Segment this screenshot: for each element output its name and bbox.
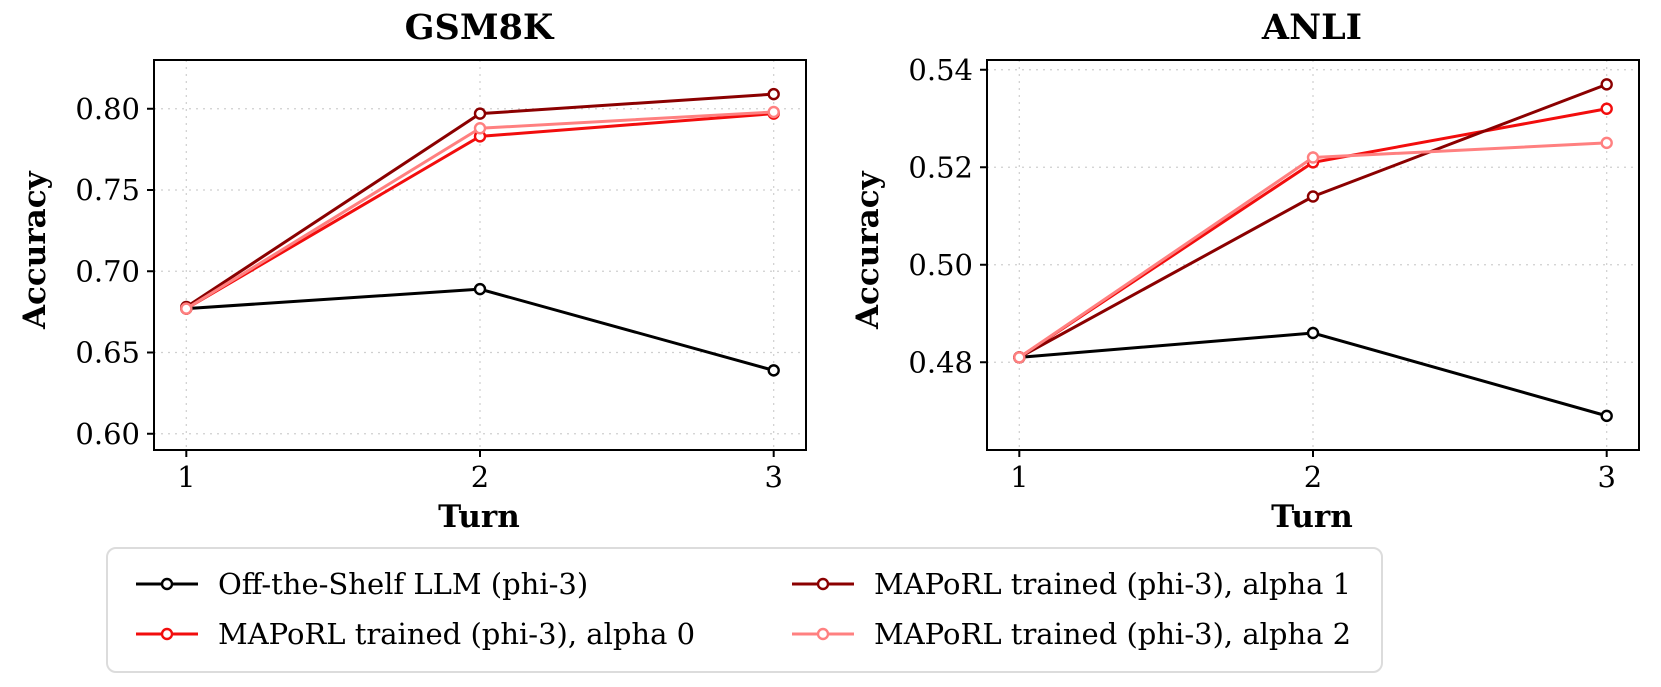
- y-tick-label: 0.70: [75, 254, 140, 288]
- x-tick-label: 2: [1304, 460, 1322, 494]
- data-point-marker: [473, 282, 487, 296]
- legend-entry: MAPoRL trained (phi-3), alpha 2: [790, 617, 1351, 651]
- plot-area-anli: 1 2 3 0.48 0.50 0.52 0.54: [889, 50, 1651, 497]
- data-point-marker: [473, 107, 487, 120]
- charts-row: GSM8K Accuracy 1 2 3 0.60 0.65 0.70 0.75 0.80 T…: [14, 6, 1653, 537]
- chart-svg: 1 2 3 0.48 0.50 0.52 0.54: [908, 53, 1640, 494]
- legend-marker-icon: [792, 577, 855, 591]
- chart-area-anli: Accuracy 1 2 3 0.48 0.50 0.52 0.54: [847, 50, 1653, 497]
- y-axis-label-anli: Accuracy: [850, 171, 886, 329]
- legend-marker-icon: [136, 577, 198, 591]
- y-tick-label: 0.65: [75, 336, 140, 370]
- x-axis-label-anli: Turn: [1271, 499, 1353, 535]
- x-tick-label: 2: [471, 460, 489, 494]
- x-tick-label: 1: [1010, 460, 1028, 494]
- y-tick-label: 0.60: [75, 417, 140, 451]
- y-tick-label: 0.75: [75, 173, 140, 207]
- legend-circle-marker: [160, 627, 174, 641]
- data-point-marker: [1600, 78, 1613, 91]
- legend-entry: Off-the-Shelf LLM (phi-3): [134, 567, 695, 601]
- chart-svg: 1 2 3 0.60 0.65 0.70 0.75 0.80: [75, 59, 807, 494]
- figure-anli: ANLI Accuracy 1 2 3 0.48 0.50 0.52 0.54 Turn: [847, 6, 1653, 537]
- data-point-marker: [1306, 151, 1320, 164]
- data-point-marker: [767, 105, 780, 119]
- plot-frame: [986, 59, 1640, 451]
- legend-marker-icon: [792, 627, 855, 641]
- data-point-marker: [767, 87, 780, 101]
- y-tick-label: 0.80: [75, 92, 140, 126]
- chart-title-anli: ANLI: [1261, 7, 1363, 48]
- legend-label: Off-the-Shelf LLM (phi-3): [218, 567, 589, 601]
- chart-area-gsm8k: Accuracy 1 2 3 0.60 0.65 0.70 0.75 0.80: [14, 50, 820, 497]
- data-point-marker: [1013, 351, 1026, 364]
- y-axis-label-gsm8k: Accuracy: [17, 171, 53, 329]
- data-point-marker: [1306, 326, 1320, 340]
- legend-circle-marker: [816, 577, 830, 591]
- series-line: [185, 112, 774, 310]
- plot-area-gsm8k: 1 2 3 0.60 0.65 0.70 0.75 0.80: [56, 50, 818, 497]
- data-point-marker: [767, 364, 780, 377]
- data-point-marker: [1600, 102, 1613, 115]
- legend-entry: MAPoRL trained (phi-3), alpha 0: [134, 617, 695, 651]
- legend-label: MAPoRL trained (phi-3), alpha 0: [218, 617, 696, 651]
- x-tick-label: 1: [177, 460, 195, 494]
- y-tick-label: 0.52: [908, 150, 973, 184]
- legend-entry: MAPoRL trained (phi-3), alpha 1: [790, 567, 1351, 601]
- legend: Off-the-Shelf LLM (phi-3) MAPoRL trained …: [106, 547, 1384, 673]
- y-tick-label: 0.50: [908, 248, 973, 282]
- figure-gsm8k: GSM8K Accuracy 1 2 3 0.60 0.65 0.70 0.75 0.80 T…: [14, 6, 820, 537]
- x-axis-label-gsm8k: Turn: [438, 499, 520, 535]
- data-point-marker: [1306, 190, 1320, 203]
- legend-label: MAPoRL trained (phi-3), alpha 2: [874, 617, 1352, 651]
- y-tick-label: 0.54: [908, 53, 973, 87]
- legend-circle-marker: [160, 577, 174, 591]
- data-point-marker: [1600, 136, 1613, 150]
- chart-title-gsm8k: GSM8K: [404, 7, 554, 48]
- data-point-marker: [473, 122, 487, 135]
- data-point-marker: [180, 302, 193, 315]
- x-tick-label: 3: [1597, 460, 1615, 494]
- y-tick-label: 0.48: [908, 345, 973, 379]
- x-tick-label: 3: [764, 460, 782, 494]
- data-point-marker: [1600, 409, 1613, 423]
- legend-circle-marker: [816, 627, 830, 641]
- legend-label: MAPoRL trained (phi-3), alpha 1: [874, 567, 1352, 601]
- legend-marker-icon: [136, 627, 198, 641]
- series-line: [186, 287, 775, 372]
